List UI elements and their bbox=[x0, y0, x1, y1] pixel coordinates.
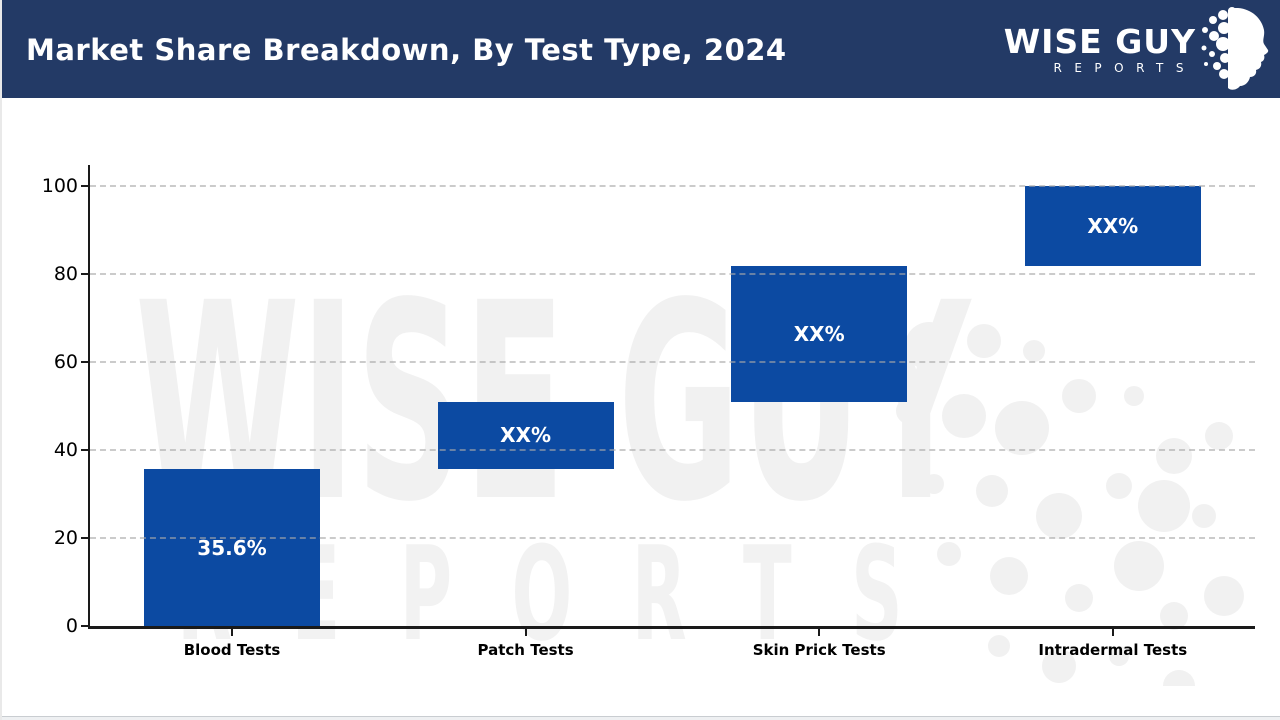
grid-line bbox=[90, 537, 1255, 539]
x-tick bbox=[818, 629, 821, 636]
y-tick bbox=[81, 537, 88, 539]
y-tick-label: 40 bbox=[53, 439, 78, 461]
x-category-label: Skin Prick Tests bbox=[752, 641, 886, 659]
x-category-label: Blood Tests bbox=[183, 641, 281, 659]
x-category-label: Intradermal Tests bbox=[1038, 641, 1188, 659]
grid-line bbox=[90, 273, 1255, 275]
head-profile-logo-icon bbox=[1201, 7, 1269, 90]
bar-value-label: XX% bbox=[1087, 213, 1139, 238]
y-tick-label: 60 bbox=[53, 351, 78, 373]
bar-value-label: XX% bbox=[500, 423, 552, 448]
page-title: Market Share Breakdown, By Test Type, 20… bbox=[26, 33, 787, 67]
grid-line bbox=[90, 185, 1255, 187]
y-tick bbox=[81, 361, 88, 363]
bottom-edge-strip bbox=[2, 716, 1280, 720]
plot-area: 0 20 40 60 80 100 35.6% Blood Tests XX% Patch Tes… bbox=[2, 98, 1280, 716]
chart-canvas: WISE GUY REPORTS 0 20 40 60 80 100 35.6% Blood … bbox=[2, 98, 1280, 716]
y-tick bbox=[81, 185, 88, 187]
y-tick-label: 0 bbox=[65, 615, 78, 637]
bar-value-label: XX% bbox=[793, 321, 845, 346]
y-tick-label: 20 bbox=[53, 527, 78, 549]
x-axis-line bbox=[88, 626, 1255, 629]
y-axis-spine bbox=[88, 165, 90, 629]
y-tick bbox=[81, 449, 88, 451]
bar bbox=[437, 401, 614, 470]
y-tick-label: 80 bbox=[53, 263, 78, 285]
y-tick bbox=[81, 625, 88, 627]
x-category-label: Patch Tests bbox=[477, 641, 574, 659]
x-tick bbox=[1111, 629, 1114, 636]
x-tick bbox=[231, 629, 233, 636]
bar-value-label: 35.6% bbox=[197, 535, 267, 560]
header-bar: Market Share Breakdown, By Test Type, 20… bbox=[2, 0, 1280, 98]
bar bbox=[1024, 186, 1201, 266]
logo-wordmark: WISE GUY bbox=[1003, 21, 1196, 61]
logo-text: WISE GUY REPORTS bbox=[1004, 25, 1196, 74]
wise-guy-logo: WISE GUY REPORTS bbox=[1004, 6, 1272, 92]
watermark-head-dots-icon bbox=[896, 322, 1244, 686]
y-tick-label: 100 bbox=[41, 175, 78, 197]
grid-line bbox=[90, 449, 1255, 451]
bar bbox=[144, 469, 320, 626]
logo-subtitle: REPORTS bbox=[1053, 60, 1196, 75]
bar bbox=[731, 265, 908, 402]
x-tick bbox=[524, 629, 527, 636]
grid-line bbox=[90, 361, 1255, 363]
y-tick bbox=[81, 273, 88, 275]
